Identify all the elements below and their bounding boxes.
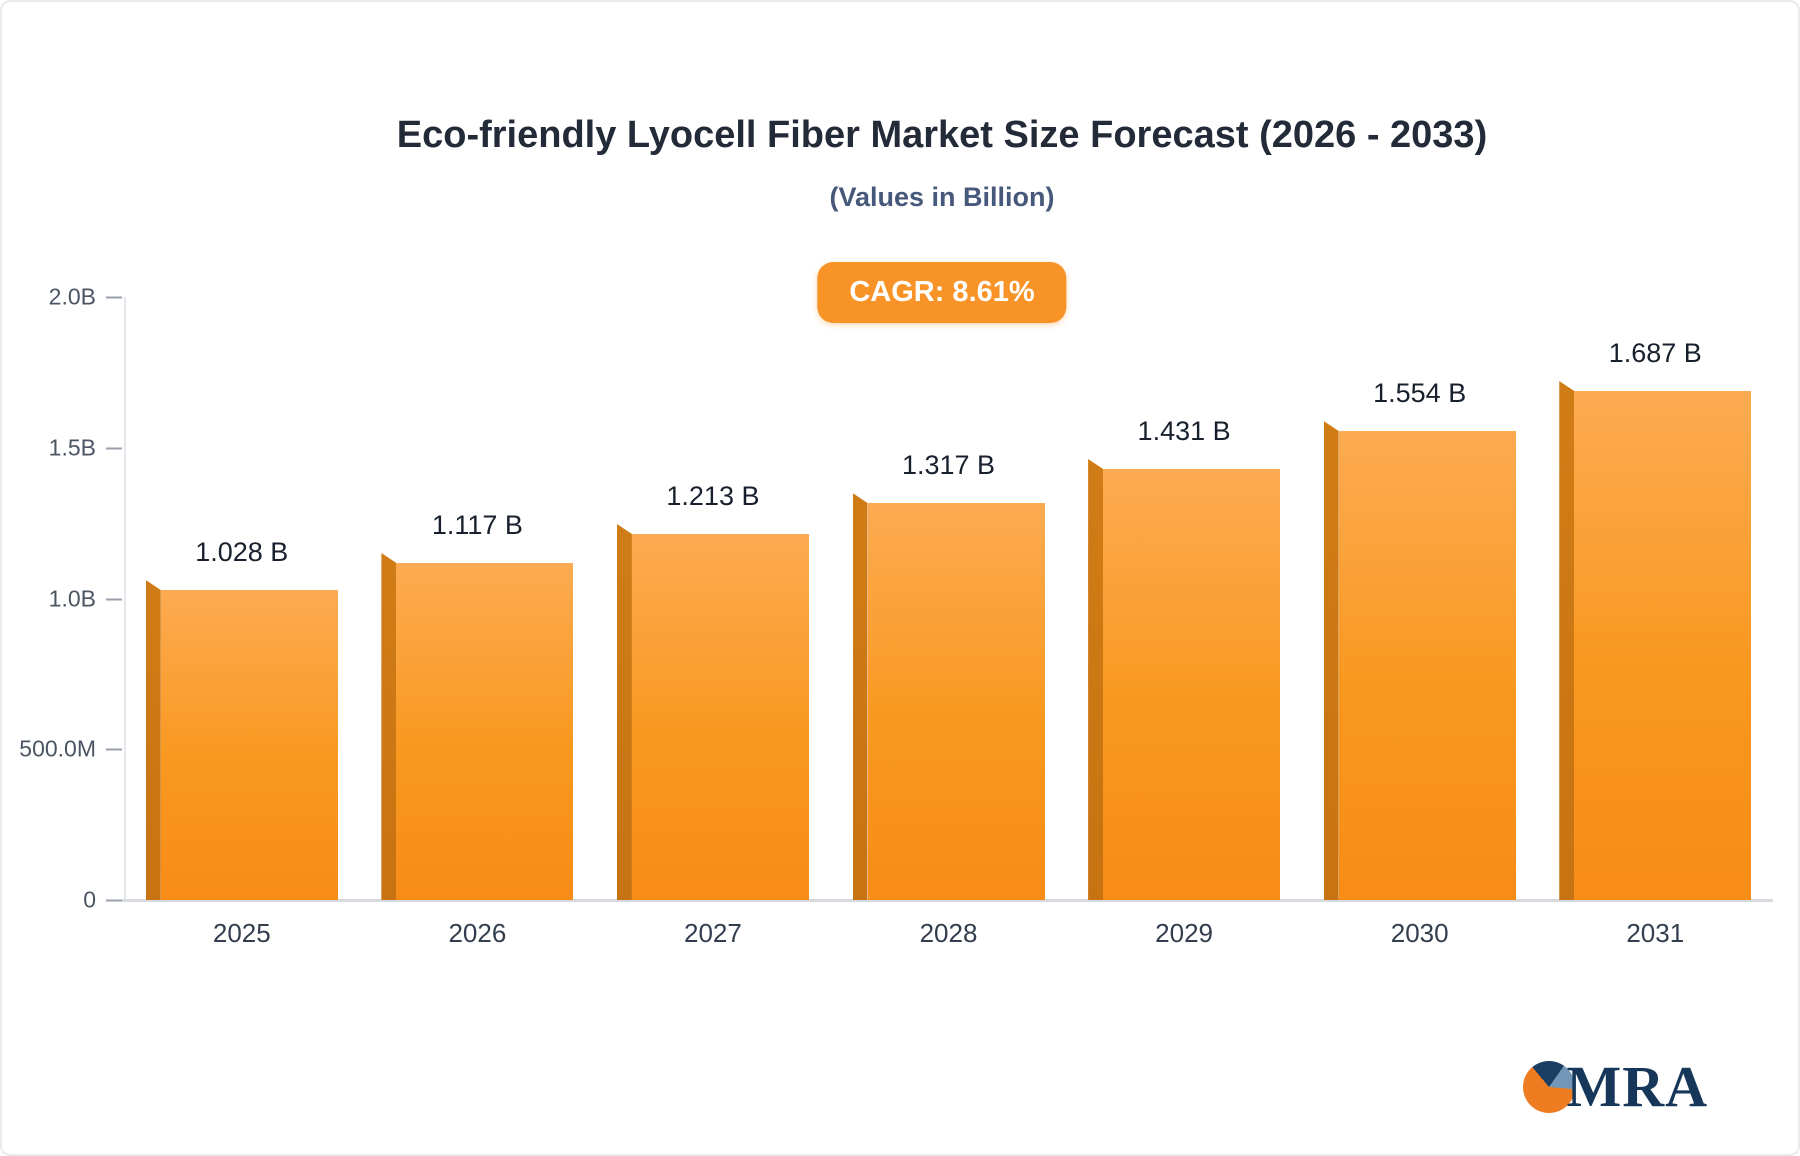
x-axis-line bbox=[122, 899, 1773, 902]
bar-value-label: 1.554 B bbox=[1373, 378, 1467, 408]
x-axis-label-2025: 2025 bbox=[212, 918, 271, 948]
bar-value-label: 1.687 B bbox=[1608, 338, 1702, 368]
bar-2031: 1.687 B bbox=[1559, 338, 1752, 900]
bar-slot: 1.117 B bbox=[360, 297, 596, 900]
bar-side-face bbox=[145, 580, 161, 900]
chart-subtitle: (Values in Billion) bbox=[829, 182, 1055, 212]
bar-value-label: 1.028 B bbox=[195, 537, 289, 567]
bar-slot: 1.554 B bbox=[1302, 297, 1538, 900]
y-tick-mark bbox=[106, 748, 122, 750]
bar-slot: 1.028 B bbox=[124, 297, 360, 900]
bar-slot: 1.687 B bbox=[1537, 297, 1773, 900]
x-axis-label-2027: 2027 bbox=[684, 918, 742, 948]
bar-2029: 1.431 B bbox=[1088, 416, 1281, 900]
y-tick-1.5B: 1.5B bbox=[2, 434, 122, 462]
logo-pie-icon bbox=[1523, 1061, 1576, 1113]
bar-front-face bbox=[867, 503, 1045, 900]
x-axis-label-2026: 2026 bbox=[448, 918, 507, 948]
bar-value-label: 1.317 B bbox=[901, 450, 996, 480]
chart-title: Eco-friendly Lyocell Fiber Market Size F… bbox=[396, 114, 1488, 156]
bar-slot: 1.213 B bbox=[595, 297, 831, 900]
logo: MRA bbox=[1523, 1058, 1708, 1116]
plot-area: 2.0B 1.5B 1.0B 500.0M 0 1.028 B 1.117 B 1.213 … bbox=[19, 284, 1773, 913]
bar-slot: 1.317 B bbox=[831, 297, 1067, 900]
cagr-badge: CAGR: 8.61% bbox=[817, 262, 1067, 323]
bar-slot: 1.431 B bbox=[1066, 297, 1302, 900]
bar-side-face bbox=[852, 493, 868, 900]
y-tick-label: 2.0B bbox=[48, 283, 96, 310]
bar-value-label: 1.213 B bbox=[666, 481, 760, 511]
bars: 1.028 B 1.117 B 1.213 B 1.317 B 1.431 B 1.554… bbox=[124, 297, 1773, 900]
bar-2028: 1.317 B bbox=[852, 450, 1045, 900]
bar-front-face bbox=[396, 563, 574, 900]
y-tick-label: 1.5B bbox=[48, 434, 96, 461]
bar-side-face bbox=[381, 553, 397, 900]
y-tick-mark bbox=[106, 296, 122, 298]
x-axis-label-2031: 2031 bbox=[1626, 918, 1685, 948]
bar-side-face bbox=[616, 524, 632, 900]
x-axis-label-2028: 2028 bbox=[919, 918, 978, 948]
y-tick-mark bbox=[106, 899, 122, 901]
bar-front-face bbox=[631, 534, 809, 900]
bar-2025: 1.028 B bbox=[145, 537, 338, 900]
x-axis-label-2030: 2030 bbox=[1390, 918, 1449, 948]
y-tick-500.0M: 500.0M bbox=[2, 735, 122, 763]
y-tick-mark bbox=[106, 598, 122, 600]
y-axis-line bbox=[124, 297, 126, 900]
logo-text: MRA bbox=[1566, 1054, 1708, 1119]
bar-side-face bbox=[1323, 421, 1339, 900]
bar-front-face bbox=[1103, 469, 1281, 900]
bar-front-face bbox=[1338, 431, 1516, 900]
y-tick-label: 0 bbox=[83, 886, 96, 913]
bar-side-face bbox=[1088, 459, 1104, 900]
bar-front-face bbox=[160, 590, 338, 900]
bar-2030: 1.554 B bbox=[1323, 378, 1516, 900]
y-tick-0: 0 bbox=[2, 886, 122, 914]
bar-2026: 1.117 B bbox=[381, 510, 574, 900]
y-tick-label: 500.0M bbox=[19, 735, 96, 762]
y-tick-mark bbox=[106, 447, 122, 449]
bar-side-face bbox=[1559, 381, 1575, 900]
bar-value-label: 1.431 B bbox=[1137, 416, 1231, 446]
bar-2027: 1.213 B bbox=[616, 481, 809, 900]
y-tick-label: 1.0B bbox=[48, 585, 96, 612]
x-axis-label-2029: 2029 bbox=[1155, 918, 1214, 948]
y-tick-1.0B: 1.0B bbox=[2, 585, 122, 613]
bar-front-face bbox=[1574, 391, 1752, 900]
y-tick-2.0B: 2.0B bbox=[2, 283, 122, 311]
bar-value-label: 1.117 B bbox=[431, 510, 523, 540]
x-axis: 2025 2026 2027 2028 2029 2030 2031 bbox=[124, 918, 1773, 949]
